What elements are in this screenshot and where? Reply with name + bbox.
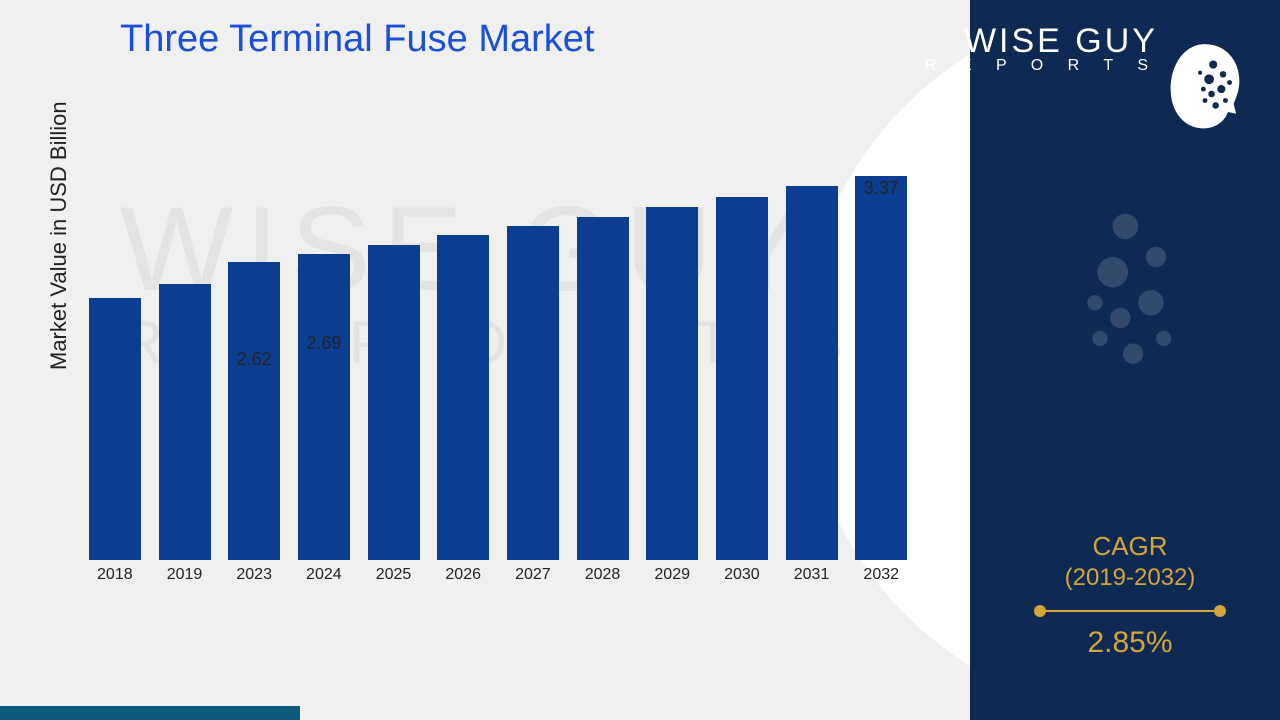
brand-head-icon [1160,40,1250,130]
bar-wrap [506,226,560,560]
brand-logo-text: WISE GUY R E P O R T S [925,22,1250,75]
bar [577,217,629,560]
bar [507,226,559,560]
bar-wrap: 3.37 [854,176,908,560]
cagr-value: 2.85% [1040,626,1220,660]
bar-wrap [785,186,839,560]
x-tick-label: 2032 [854,566,908,584]
bar [646,207,698,560]
x-tick-label: 2026 [436,566,490,584]
market-infographic: WISE GUY R E P O R T S Three Terminal Fu… [0,0,1280,720]
bar [786,186,838,560]
cagr-title: CAGR [1040,531,1220,562]
x-tick-label: 2029 [645,566,699,584]
bar [855,176,907,560]
bar [437,235,489,560]
bar-wrap: 2.62 [227,262,281,560]
bar-value-label: 2.62 [237,349,272,370]
bar-value-label: 2.69 [306,333,341,354]
brand-line2: R E P O R T S [925,57,1158,75]
cagr-panel: CAGR (2019-2032) 2.85% [1040,531,1220,660]
chart-plot: 2.62 2.69 3.37 [88,150,908,560]
x-tick-label: 2025 [367,566,421,584]
y-axis-label: Market Value in USD Billion [46,101,72,370]
x-tick-label: 2023 [227,566,281,584]
bar-value-label: 3.37 [864,178,899,199]
x-axis-labels: 2018 2019 2023 2024 2025 2026 2027 2028 2029 2030… [88,566,908,584]
bar-wrap: 2.69 [297,254,351,560]
bar-wrap [158,284,212,560]
x-tick-label: 2031 [785,566,839,584]
bar-wrap [436,235,490,560]
chart-title: Three Terminal Fuse Market [120,18,594,61]
bar-chart: 2.62 2.69 3.37 2018 2019 2023 2024 2025 2026 202… [88,150,908,590]
bar-wrap [367,245,421,560]
bar [298,254,350,560]
brand-line1: WISE GUY [925,22,1158,61]
x-tick-label: 2028 [576,566,630,584]
bar [159,284,211,560]
bar-wrap [715,197,769,560]
bar-wrap [645,207,699,560]
bar [368,245,420,560]
bar [228,262,280,560]
bottom-accent-bar [0,706,300,720]
bar [89,298,141,560]
x-tick-label: 2019 [158,566,212,584]
bar-wrap [576,217,630,560]
bar-wrap [88,298,142,560]
bar [716,197,768,560]
x-tick-label: 2027 [506,566,560,584]
cagr-divider [1040,610,1220,612]
cagr-range: (2019-2032) [1040,564,1220,592]
x-tick-label: 2030 [715,566,769,584]
x-tick-label: 2018 [88,566,142,584]
x-tick-label: 2024 [297,566,351,584]
